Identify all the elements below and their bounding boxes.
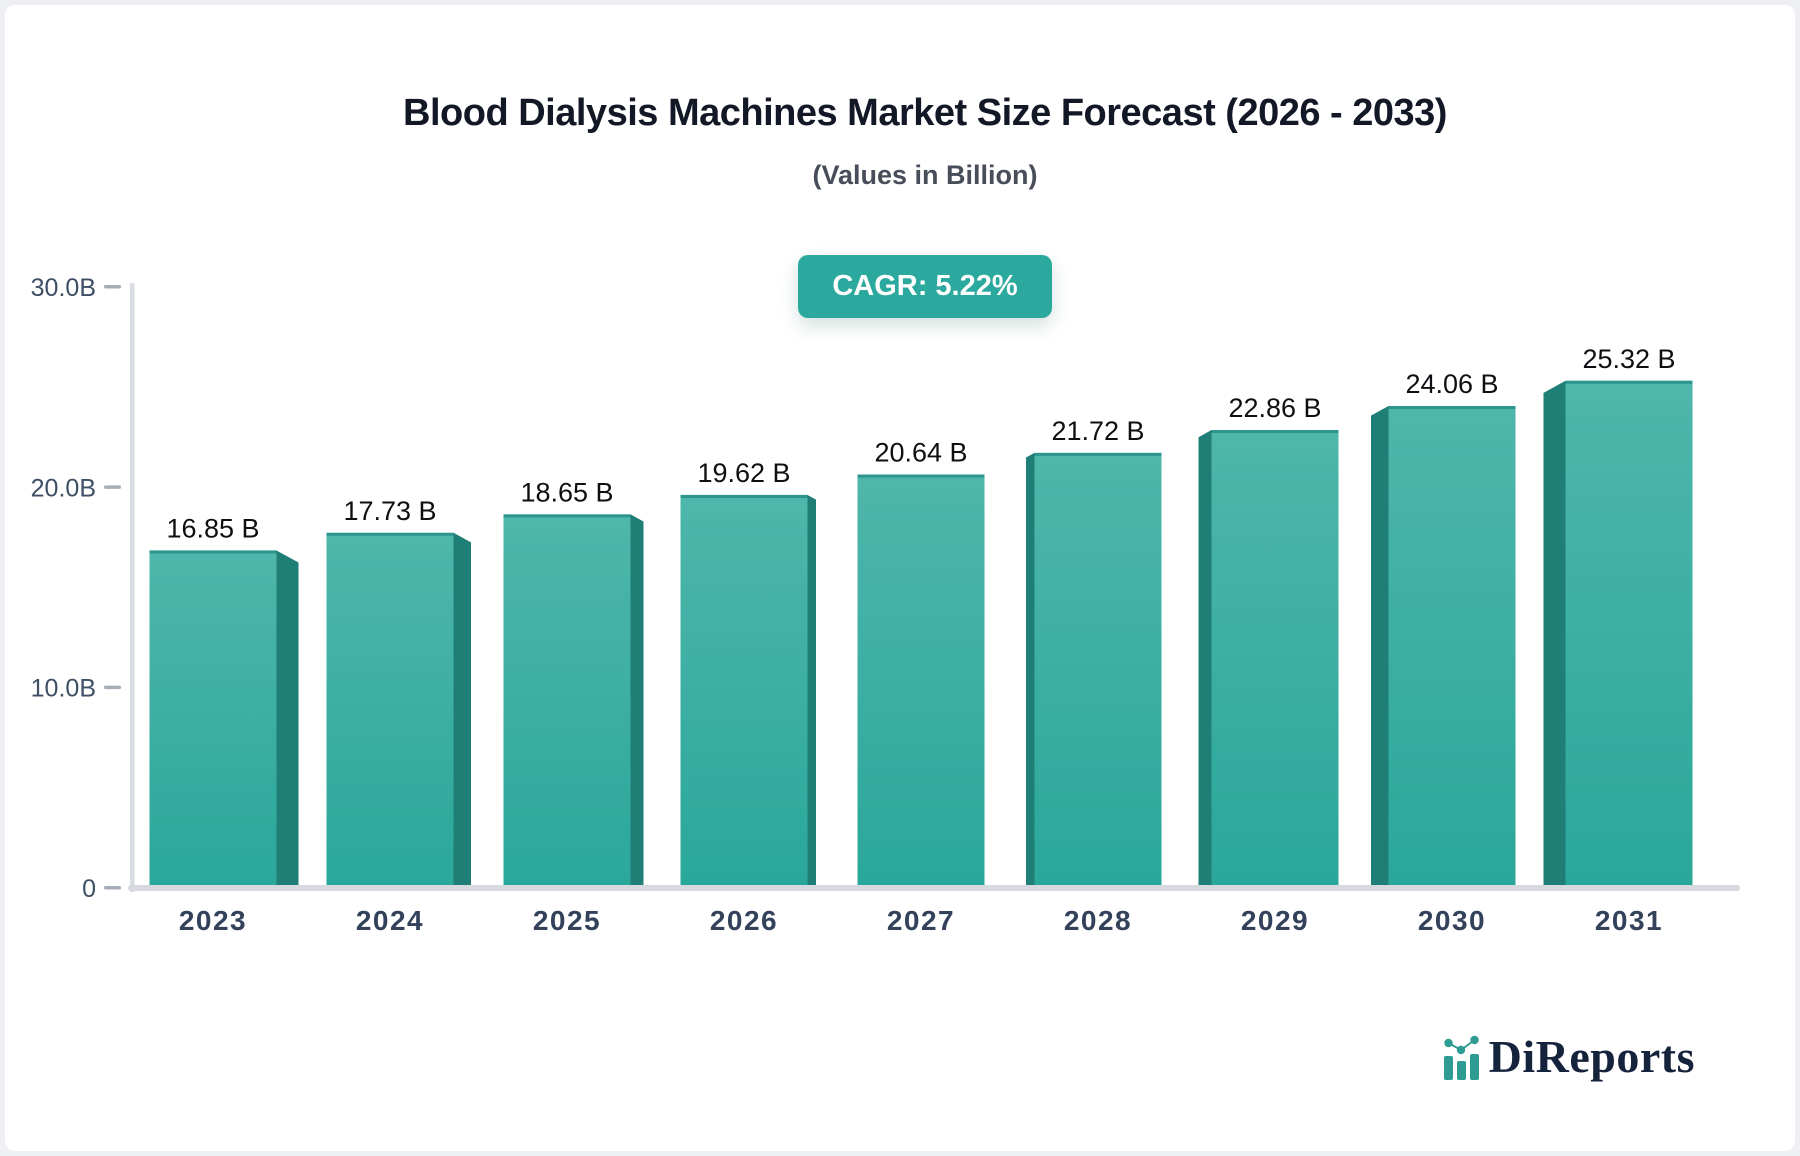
bar-top-edge: [1211, 430, 1339, 434]
brand-name: DiReports: [1488, 1031, 1695, 1082]
bar-2027[interactable]: [857, 474, 985, 886]
bar-value-label: 20.64 B: [874, 438, 967, 468]
cagr-badge: CAGR: 5.22%: [798, 255, 1052, 318]
bar-side: [276, 550, 299, 886]
bar-top-edge: [149, 550, 277, 554]
bar-value-label: 22.86 B: [1228, 393, 1321, 423]
x-axis-baseline: [128, 885, 1740, 891]
bar-2023[interactable]: [149, 550, 277, 886]
brand-logo: DiReports: [1443, 1032, 1695, 1080]
bar-value-label: 24.06 B: [1405, 369, 1498, 399]
bar-2029[interactable]: [1211, 430, 1339, 886]
bar-side: [807, 494, 816, 886]
bar-2028[interactable]: [1034, 452, 1162, 886]
bar-2025[interactable]: [503, 514, 631, 886]
bar-side: [1371, 405, 1389, 886]
y-tick-label: 10.0B: [31, 675, 96, 703]
bar-2026[interactable]: [680, 494, 808, 886]
x-axis-label: 2028: [1064, 905, 1132, 936]
y-tick: [104, 886, 121, 890]
mini-bar-chart-icon: [1443, 1035, 1479, 1080]
y-axis-line: [130, 283, 135, 892]
bar-top-edge: [503, 514, 631, 518]
bar-side: [1026, 452, 1035, 886]
bar-value-label: 16.85 B: [166, 513, 259, 543]
y-tick-label: 0: [82, 875, 96, 903]
bar-value-label: 17.73 B: [343, 496, 436, 526]
bar-value-label: 18.65 B: [520, 477, 613, 507]
x-axis-label: 2025: [533, 905, 601, 936]
y-tick-label: 20.0B: [31, 474, 96, 502]
bar-2024[interactable]: [326, 532, 454, 886]
bar-top-edge: [1388, 405, 1516, 409]
y-tick: [104, 685, 121, 690]
bar-side: [453, 532, 471, 886]
x-axis-label: 2029: [1241, 905, 1309, 936]
x-axis-label: 2030: [1418, 905, 1486, 936]
bar-value-label: 25.32 B: [1582, 344, 1675, 374]
x-axis-label: 2027: [887, 905, 955, 936]
bar-side: [1198, 430, 1212, 886]
y-tick: [104, 485, 121, 489]
x-axis-label: 2026: [710, 905, 778, 936]
x-axis-label: 2031: [1595, 905, 1663, 936]
bar-side: [630, 514, 644, 886]
badge-row: CAGR: 5.22%: [0, 255, 1800, 318]
bar-top-edge: [1034, 452, 1162, 456]
bar-2030[interactable]: [1388, 405, 1516, 886]
bar-2031[interactable]: [1565, 380, 1693, 886]
bar-value-label: 21.72 B: [1051, 416, 1144, 446]
bar-top-edge: [326, 532, 454, 536]
y-tick: [104, 285, 121, 289]
y-tick-label: 30.0B: [31, 274, 96, 302]
x-axis-label: 2024: [356, 905, 424, 936]
bar-top-edge: [857, 474, 985, 478]
bar-top-edge: [680, 494, 808, 498]
x-axis-label: 2023: [179, 905, 247, 936]
bar-top-edge: [1565, 380, 1693, 384]
bar-side: [1543, 380, 1566, 886]
bar-value-label: 19.62 B: [697, 458, 790, 488]
